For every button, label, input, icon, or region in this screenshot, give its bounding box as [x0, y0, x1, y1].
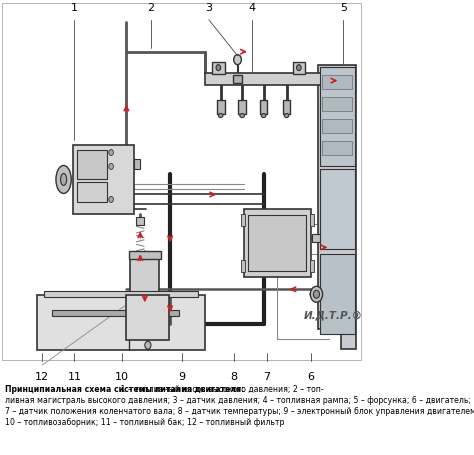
- Bar: [248, 216, 307, 272]
- Circle shape: [297, 66, 301, 71]
- Text: 11: 11: [67, 371, 82, 381]
- Text: 2: 2: [147, 3, 155, 13]
- Bar: [137, 218, 144, 226]
- Circle shape: [109, 197, 113, 203]
- Text: Принципиальная схема системы питания двигателя:: Принципиальная схема системы питания дви…: [5, 384, 244, 393]
- Bar: [77, 150, 107, 180]
- Bar: [233, 76, 242, 83]
- Ellipse shape: [240, 114, 245, 118]
- Bar: [77, 183, 107, 203]
- Bar: [322, 141, 353, 155]
- Ellipse shape: [284, 114, 289, 118]
- Bar: [241, 261, 245, 273]
- Bar: [2, 4, 361, 360]
- Bar: [129, 252, 161, 260]
- Bar: [283, 101, 291, 114]
- Polygon shape: [318, 66, 356, 349]
- Bar: [310, 215, 314, 227]
- Circle shape: [216, 66, 221, 71]
- Text: 1 – топливный насос высокого давления; 2 – топ-: 1 – топливный насос высокого давления; 2…: [118, 384, 324, 393]
- Ellipse shape: [61, 174, 67, 186]
- Circle shape: [109, 164, 113, 170]
- Bar: [130, 258, 159, 298]
- Circle shape: [310, 287, 323, 303]
- Text: ливная магистраль высокого давления; 3 – датчик давления; 4 – топливная рампа; 5: ливная магистраль высокого давления; 3 –…: [5, 395, 471, 404]
- Text: 6: 6: [307, 371, 314, 381]
- Bar: [37, 296, 205, 350]
- Circle shape: [234, 56, 241, 66]
- Text: 5: 5: [340, 3, 346, 13]
- Bar: [127, 296, 169, 340]
- Bar: [205, 73, 322, 86]
- Bar: [319, 255, 355, 334]
- Bar: [134, 160, 140, 170]
- Text: 7 – датчик положения коленчатого вала; 8 – датчик температуры; 9 – электронный б: 7 – датчик положения коленчатого вала; 8…: [5, 406, 474, 415]
- Text: 7: 7: [264, 371, 271, 381]
- Bar: [241, 215, 245, 227]
- Text: 12: 12: [35, 371, 49, 381]
- Ellipse shape: [261, 114, 266, 118]
- Bar: [217, 101, 225, 114]
- Bar: [244, 210, 311, 278]
- Text: 4: 4: [249, 3, 256, 13]
- Text: 9: 9: [178, 371, 185, 381]
- Bar: [293, 62, 305, 75]
- Circle shape: [109, 150, 113, 156]
- Bar: [45, 292, 198, 298]
- Bar: [319, 170, 355, 250]
- Ellipse shape: [56, 166, 71, 194]
- Text: 3: 3: [205, 3, 212, 13]
- Text: 8: 8: [231, 371, 238, 381]
- Text: 10 – топливозаборник; 11 – топливный бак; 12 – топливный фильтр: 10 – топливозаборник; 11 – топливный бак…: [5, 417, 284, 426]
- Bar: [322, 97, 353, 111]
- Bar: [322, 76, 353, 90]
- Bar: [73, 145, 134, 215]
- Text: 10: 10: [115, 371, 128, 381]
- Bar: [212, 62, 225, 75]
- Ellipse shape: [219, 114, 223, 118]
- Bar: [319, 67, 355, 167]
- Bar: [322, 119, 353, 133]
- Text: И.Д.Т.Р.®: И.Д.Т.Р.®: [304, 309, 363, 319]
- Text: 1: 1: [71, 3, 78, 13]
- Bar: [310, 261, 314, 273]
- Bar: [260, 101, 267, 114]
- Circle shape: [145, 341, 151, 349]
- Bar: [52, 311, 179, 317]
- Bar: [312, 235, 319, 243]
- Circle shape: [313, 291, 319, 298]
- Bar: [238, 101, 246, 114]
